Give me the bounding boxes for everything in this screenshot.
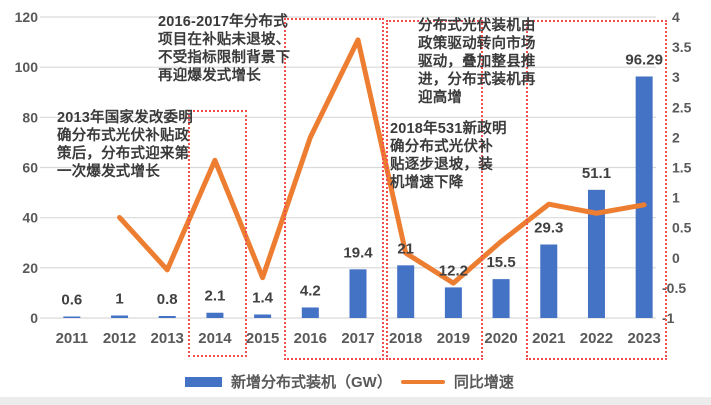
right-axis-tick: 2.5 <box>672 99 692 115</box>
bar-2020 <box>492 279 510 318</box>
legend-bar-label: 新增分布式装机（GW） <box>231 374 392 391</box>
bar-value-label: 12.2 <box>439 262 468 279</box>
left-axis-tick: 100 <box>15 59 39 75</box>
bar-2018 <box>397 265 415 318</box>
x-axis-year: 2014 <box>198 330 232 347</box>
right-axis-tick: 3.5 <box>672 39 692 55</box>
bar-value-label: 15.5 <box>486 254 515 271</box>
right-axis-tick: 3 <box>672 69 680 85</box>
bar-value-label: 1.4 <box>252 289 274 306</box>
x-axis-year: 2020 <box>484 330 517 347</box>
bar-value-label: 19.4 <box>343 244 373 261</box>
x-axis-year: 2016 <box>294 330 327 347</box>
bar-2011 <box>63 316 81 318</box>
right-axis-tick: 1 <box>672 190 680 206</box>
left-axis-tick: 120 <box>15 9 39 25</box>
legend-line-label: 同比增速 <box>453 374 514 391</box>
bar-2017 <box>349 269 367 318</box>
right-axis-tick: -1 <box>662 310 675 326</box>
bar-value-label: 51.1 <box>582 165 611 182</box>
x-axis-year: 2012 <box>103 330 136 347</box>
left-axis-tick: 20 <box>22 260 38 276</box>
annotation-2018-531-policy: 2018年531新政明 确分布式光伏补 贴逐步退坡，装 机增速下降 <box>390 121 507 191</box>
bar-2012 <box>111 315 129 318</box>
legend-line-swatch <box>400 379 445 384</box>
bar-value-label: 29.3 <box>534 220 563 237</box>
right-axis-tick: 0.5 <box>672 220 692 236</box>
x-axis-year: 2013 <box>151 330 184 347</box>
bar-value-label: 21 <box>397 240 414 257</box>
bar-2021 <box>540 244 558 318</box>
right-axis-tick: -0.5 <box>662 280 686 296</box>
bar-2022 <box>587 189 605 318</box>
x-axis-year: 2021 <box>532 330 565 347</box>
right-axis-tick: 1.5 <box>672 160 692 176</box>
bar-2015 <box>254 314 272 318</box>
x-axis-year: 2023 <box>627 330 660 347</box>
growth-line <box>117 37 647 286</box>
annotation-2013-policy: 2013年国家发改委明 确分布式光伏补贴政 策后，分布式迎来第 一次爆发式增长 <box>57 110 193 180</box>
bar-value-label: 4.2 <box>300 282 321 299</box>
left-axis-tick: 80 <box>22 109 38 125</box>
left-axis-tick: 40 <box>22 210 38 226</box>
bar-2014 <box>206 312 224 318</box>
page-edge-strip <box>0 397 711 405</box>
bar-2023 <box>635 76 653 318</box>
x-axis-year: 2015 <box>246 330 279 347</box>
annotation-2016-2017-boom: 2016-2017年分布式 项目在补贴未退坡、 不受指标限制背景下 再迎爆发式增… <box>158 14 291 84</box>
right-axis-tick: 0 <box>672 250 680 266</box>
x-axis-year: 2017 <box>341 330 374 347</box>
bar-value-label: 2.1 <box>204 288 225 305</box>
right-axis-tick: 2 <box>672 129 680 145</box>
bar-value-label: 0.8 <box>157 291 178 308</box>
x-axis-year: 2018 <box>389 330 422 347</box>
right-axis-tick: 4 <box>672 9 680 25</box>
bar-2013 <box>158 315 176 318</box>
left-axis-tick: 60 <box>22 160 38 176</box>
bar-2016 <box>301 307 319 318</box>
bar-value-label: 0.6 <box>61 291 82 308</box>
legend: 新增分布式装机（GW） 同比增速 <box>185 371 514 392</box>
x-axis-year: 2019 <box>437 330 470 347</box>
annotation-market-driven: 分布式光伏装机由 政策驱动转向市场 驱动，叠加整县推 进，分布式装机再 迎高增 <box>418 18 536 106</box>
bar-value-label: 96.29 <box>625 51 663 68</box>
legend-bar-swatch <box>185 376 222 387</box>
bar-2019 <box>444 287 462 318</box>
x-axis-year: 2022 <box>580 330 613 347</box>
bar-value-label: 1 <box>115 290 123 307</box>
x-axis-year: 2011 <box>56 330 89 347</box>
left-axis-tick: 0 <box>30 310 38 326</box>
